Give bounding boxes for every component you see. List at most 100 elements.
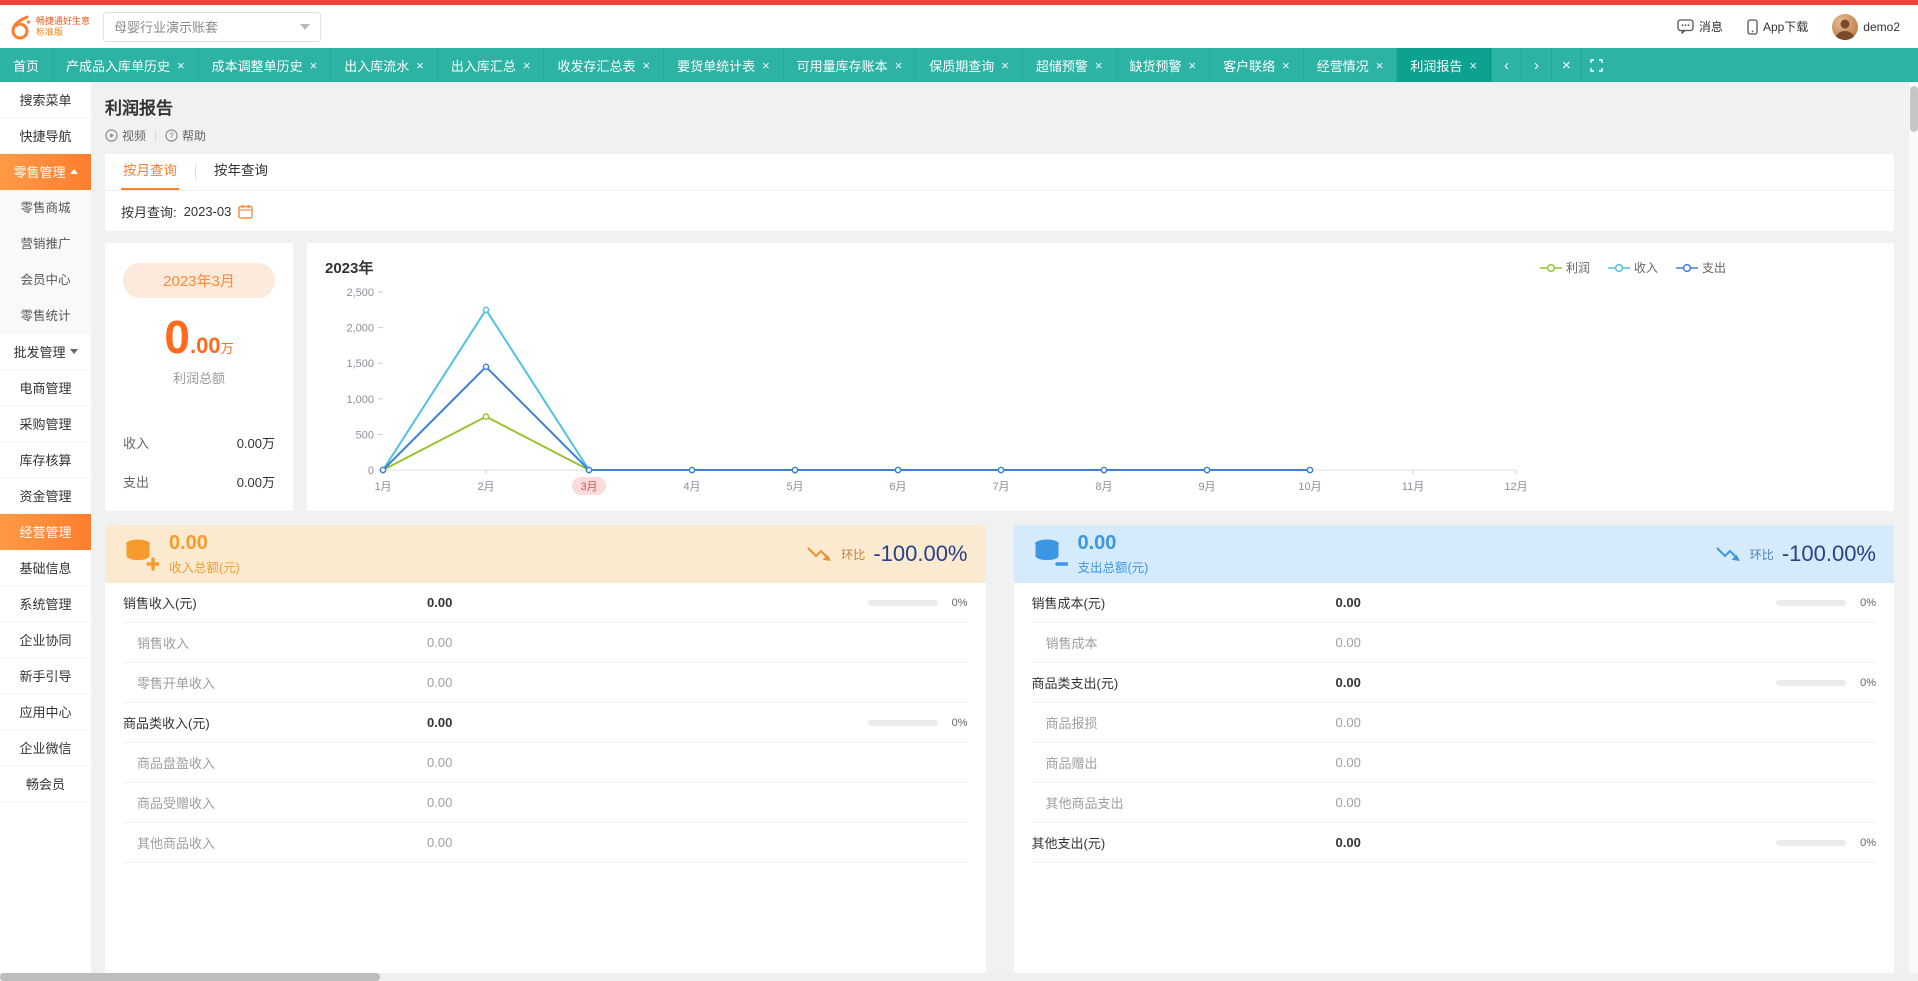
tab[interactable]: 保质期查询 ×: [916, 48, 1023, 82]
help-link[interactable]: ? 帮助: [165, 127, 206, 144]
tab-close-icon[interactable]: ×: [1282, 57, 1290, 73]
period-badge: 2023年3月: [123, 263, 275, 298]
sidebar-item[interactable]: 畅会员: [0, 766, 91, 802]
legend-item[interactable]: 收入: [1607, 259, 1658, 276]
legend-item[interactable]: 利润: [1539, 259, 1590, 276]
row-label: 商品盘盈收入: [137, 756, 216, 771]
tab[interactable]: 缺货预警 ×: [1117, 48, 1211, 82]
tab[interactable]: 超储预警 ×: [1023, 48, 1117, 82]
svg-text:12月: 12月: [1504, 481, 1527, 493]
row-value: 0.00: [427, 595, 453, 610]
tab-close-icon[interactable]: ×: [642, 57, 651, 73]
sidebar-item[interactable]: 零售管理: [0, 154, 91, 190]
profit-chart-card: 2023年 利润 收入 支出 0 500 1,000 1,500 2,000 2,500 1月 2…: [307, 243, 1894, 511]
chevron-down-icon: [69, 349, 78, 354]
tab-label: 要货单统计表: [677, 58, 756, 74]
profit-total-amount: 0.00万: [164, 314, 233, 360]
sidebar-subitem[interactable]: 营销推广: [0, 226, 91, 262]
tab[interactable]: 要货单统计表 ×: [664, 48, 784, 82]
tab-close-icon[interactable]: ×: [762, 57, 770, 73]
tab-close-icon[interactable]: ×: [309, 57, 318, 73]
tab-label: 缺货预警: [1129, 58, 1182, 74]
logo-icon: [7, 14, 33, 40]
query-tabs: 按月查询 按年查询: [105, 154, 1894, 191]
tab-label: 利润报告: [1410, 58, 1463, 74]
calendar-icon[interactable]: [238, 204, 254, 219]
sidebar-item[interactable]: 系统管理: [0, 586, 91, 622]
row-percent: 0%: [951, 596, 968, 609]
sidebar-item[interactable]: 库存核算: [0, 442, 91, 478]
tab-close-icon[interactable]: ×: [1469, 57, 1477, 73]
fullscreen-icon[interactable]: [1580, 48, 1611, 82]
sidebar-item-label: 企业协同: [19, 633, 72, 648]
tab-yearly-query[interactable]: 按年查询: [214, 163, 268, 178]
chart-title: 2023年: [325, 260, 374, 277]
sidebar-subitem[interactable]: 会员中心: [0, 262, 91, 298]
tab[interactable]: 成本调整单历史 ×: [199, 48, 332, 82]
tab[interactable]: 经营情况 ×: [1304, 48, 1398, 82]
legend-item[interactable]: 支出: [1675, 259, 1726, 276]
tab-close-icon[interactable]: ×: [416, 57, 424, 73]
tab[interactable]: 客户联络 ×: [1210, 48, 1304, 82]
tab-close-icon[interactable]: ×: [1188, 57, 1197, 73]
coins-plus-icon: [123, 537, 159, 571]
tab[interactable]: 出入库流水 ×: [331, 48, 438, 82]
row-value: 0.00: [1335, 755, 1361, 770]
video-link[interactable]: 视频: [105, 127, 146, 144]
video-label: 视频: [122, 129, 147, 143]
tab[interactable]: 收发存汇总表 ×: [544, 48, 665, 82]
sidebar-item[interactable]: 经营管理: [0, 514, 91, 550]
svg-text:500: 500: [356, 429, 374, 441]
tab[interactable]: 可用量库存账本 ×: [784, 48, 917, 82]
sidebar-item[interactable]: 应用中心: [0, 694, 91, 730]
tab-close-icon[interactable]: ×: [1094, 57, 1103, 73]
vertical-scrollbar[interactable]: [1908, 82, 1918, 973]
progress-bar: [1776, 679, 1846, 686]
sidebar-item[interactable]: 新手引导: [0, 658, 91, 694]
month-picker-value[interactable]: 2023-03: [183, 203, 232, 219]
horizontal-scrollbar[interactable]: [0, 973, 1918, 981]
income-card-header: 0.00 收入总额(元) 环比 -100.00%: [105, 525, 986, 583]
user-menu[interactable]: demo2: [1832, 13, 1900, 40]
play-circle-icon: [105, 129, 118, 142]
trend-down-icon: [807, 545, 833, 563]
row-label: 其他支出(元): [1031, 836, 1106, 851]
app-download-button[interactable]: App下载: [1747, 18, 1808, 35]
sidebar-subitem[interactable]: 零售商城: [0, 190, 91, 226]
messages-button[interactable]: 消息: [1677, 18, 1723, 35]
tab[interactable]: 产成品入库单历史 ×: [53, 48, 199, 82]
tab[interactable]: 首页: [0, 48, 54, 82]
sidebar-item[interactable]: 批发管理: [0, 334, 91, 370]
tab-monthly-query[interactable]: 按月查询: [121, 150, 179, 190]
scrollbar-thumb[interactable]: [0, 973, 380, 981]
sidebar-item[interactable]: 企业微信: [0, 730, 91, 766]
tab-close-icon[interactable]: ×: [177, 57, 185, 73]
table-row: 商品赠出 0.00: [1031, 743, 1876, 783]
sidebar-item[interactable]: 采购管理: [0, 406, 91, 442]
svg-text:9月: 9月: [1198, 481, 1215, 493]
tab-close-icon[interactable]: ×: [1375, 57, 1384, 73]
sidebar-subitem[interactable]: 零售统计: [0, 298, 91, 334]
tabs-scroll-left-button[interactable]: ‹: [1490, 48, 1521, 82]
sidebar-item[interactable]: 电商管理: [0, 370, 91, 406]
app-logo[interactable]: 畅捷通好生意 标准版: [0, 5, 91, 48]
tab-close-icon[interactable]: ×: [1001, 57, 1009, 73]
sidebar-item-label: 库存核算: [19, 453, 72, 468]
row-value: 0.00万: [236, 436, 275, 451]
tab-close-icon[interactable]: ×: [522, 57, 531, 73]
svg-text:5月: 5月: [786, 481, 803, 493]
tabs-scroll-right-button[interactable]: ›: [1520, 48, 1551, 82]
sidebar-item[interactable]: 基础信息: [0, 550, 91, 586]
sidebar-item[interactable]: 搜索菜单: [0, 82, 91, 118]
sidebar-item[interactable]: 快捷导航: [0, 118, 91, 154]
profit-total-label: 利润总额: [172, 371, 225, 386]
coins-minus-icon: [1032, 537, 1068, 571]
scrollbar-thumb[interactable]: [1910, 86, 1918, 132]
tab-close-icon[interactable]: ×: [894, 57, 903, 73]
tab[interactable]: 利润报告 ×: [1397, 48, 1491, 82]
tab[interactable]: 出入库汇总 ×: [438, 48, 545, 82]
tabs-close-all-button[interactable]: ×: [1550, 48, 1581, 82]
sidebar-item[interactable]: 资金管理: [0, 478, 91, 514]
account-select[interactable]: 母婴行业演示账套: [103, 11, 321, 42]
sidebar-item[interactable]: 企业协同: [0, 622, 91, 658]
